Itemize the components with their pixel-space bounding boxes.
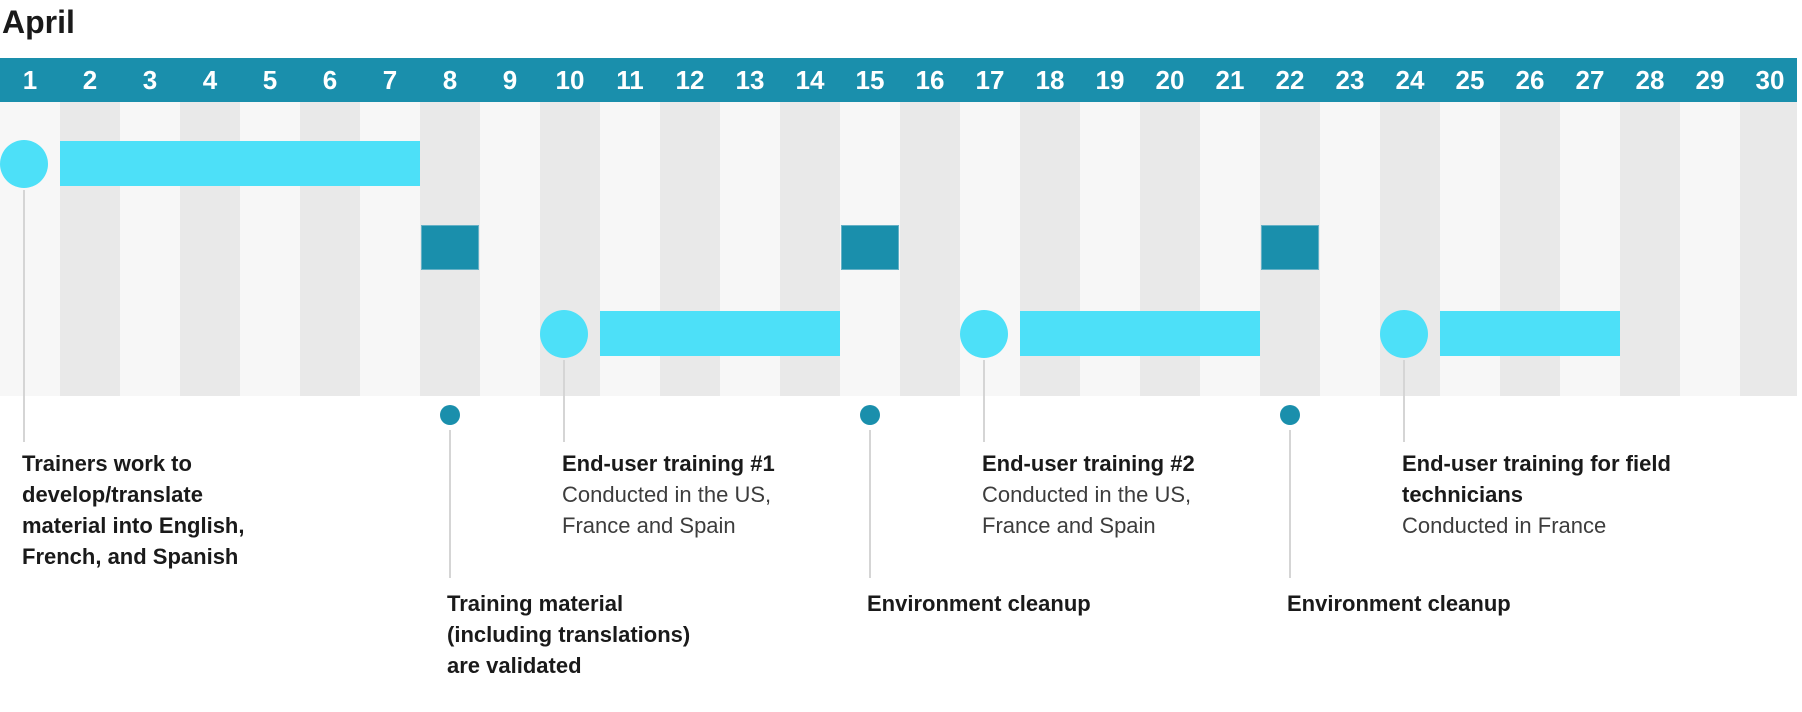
day-label-13: 13 (735, 65, 765, 95)
task-bar-end-user-training-1[interactable] (600, 311, 840, 356)
day-label-12: 12 (675, 65, 705, 95)
milestone-leader-line-training-material-validated (449, 430, 451, 578)
task-label-develop-translate-material-line-4: French, and Spanish (22, 544, 239, 569)
task-label-end-user-training-2: End-user training #2 Conducted in the US,… (982, 448, 1195, 541)
task-label-end-user-training-1: End-user training #1 Conducted in the US,… (562, 448, 775, 541)
timeline-day-header: 1 2 3 4 5 6 7 8 9 10 11 12 13 14 15 16 17 18 19 20 21 22 23 24 2… (0, 58, 1797, 102)
day-label-16: 16 (915, 65, 945, 95)
task-label-end-user-training-field-technicians-line-1: End-user training for field (1402, 451, 1671, 476)
day-label-24: 24 (1395, 65, 1425, 95)
day-label-28: 28 (1635, 65, 1665, 95)
milestone-dot-training-material-validated[interactable] (440, 405, 460, 425)
day-label-29: 29 (1695, 65, 1725, 95)
task-bar-end-user-training-2[interactable] (1020, 311, 1260, 356)
day-label-20: 20 (1155, 65, 1185, 95)
task-label-end-user-training-2-line-1: End-user training #2 (982, 451, 1195, 476)
day-label-18: 18 (1035, 65, 1065, 95)
milestone-marker-environment-cleanup-2[interactable] (1261, 225, 1319, 270)
milestone-dot-environment-cleanup-1[interactable] (860, 405, 880, 425)
task-start-marker-end-user-training-field-technicians[interactable] (1380, 310, 1428, 358)
day-column-30 (1740, 102, 1797, 396)
leader-line-end-user-training-field-technicians (1403, 360, 1405, 442)
milestone-leader-line-environment-cleanup-1 (869, 430, 871, 578)
milestone-label-environment-cleanup-1: Environment cleanup (867, 588, 1091, 619)
day-label-26: 26 (1515, 65, 1545, 95)
day-column-29 (1680, 102, 1740, 396)
day-label-22: 22 (1275, 65, 1305, 95)
task-label-end-user-training-1-line-1: End-user training #1 (562, 451, 775, 476)
day-label-3: 3 (142, 65, 158, 95)
day-label-5: 5 (262, 65, 278, 95)
day-label-17: 17 (975, 65, 1005, 95)
task-label-end-user-training-field-technicians-line-2: technicians (1402, 482, 1524, 507)
milestone-label-training-material-validated-line-3: are validated (447, 653, 582, 678)
task-sublabel-end-user-training-field-technicians-line-1: Conducted in France (1402, 513, 1607, 538)
milestone-label-environment-cleanup-2: Environment cleanup (1287, 588, 1511, 619)
day-label-4: 4 (202, 65, 218, 95)
day-label-8: 8 (442, 65, 458, 95)
milestone-dot-environment-cleanup-2[interactable] (1280, 405, 1300, 425)
day-label-14: 14 (795, 65, 825, 95)
leader-line-end-user-training-2 (983, 360, 985, 442)
milestone-label-environment-cleanup-1-line-1: Environment cleanup (867, 591, 1091, 616)
day-column-28 (1620, 102, 1680, 396)
day-label-15: 15 (855, 65, 885, 95)
milestone-label-training-material-validated-line-1: Training material (447, 591, 624, 616)
day-label-19: 19 (1095, 65, 1125, 95)
day-label-27: 27 (1575, 65, 1605, 95)
milestone-label-training-material-validated: Training material (including translations… (447, 588, 690, 681)
milestone-label-environment-cleanup-2-line-1: Environment cleanup (1287, 591, 1511, 616)
day-label-1: 1 (22, 65, 38, 95)
day-label-30: 30 (1755, 65, 1785, 95)
day-column-9 (480, 102, 540, 396)
milestone-leader-line-environment-cleanup-2 (1289, 430, 1291, 578)
task-label-develop-translate-material-line-2: develop/translate (22, 482, 203, 507)
day-label-10: 10 (555, 65, 585, 95)
day-label-23: 23 (1335, 65, 1365, 95)
milestone-marker-training-material-validated[interactable] (421, 225, 479, 270)
task-label-develop-translate-material-line-3: material into English, (22, 513, 245, 538)
day-label-2: 2 (82, 65, 98, 95)
day-label-11: 11 (616, 65, 644, 95)
task-sublabel-end-user-training-1-line-1: Conducted in the US, (562, 482, 772, 507)
task-label-develop-translate-material: Trainers work to develop/translate materia… (22, 448, 244, 572)
task-label-end-user-training-field-technicians: End-user training for field technicians Co… (1402, 448, 1671, 541)
task-start-marker-end-user-training-2[interactable] (960, 310, 1008, 358)
task-bar-end-user-training-field-technicians[interactable] (1440, 311, 1620, 356)
milestone-marker-environment-cleanup-1[interactable] (841, 225, 899, 270)
day-label-21: 21 (1215, 65, 1245, 95)
month-title: April (2, 4, 75, 40)
task-bar-develop-translate-material[interactable] (60, 141, 420, 186)
day-column-23 (1320, 102, 1380, 396)
task-sublabel-end-user-training-2-line-1: Conducted in the US, (982, 482, 1192, 507)
day-label-25: 25 (1455, 65, 1485, 95)
day-label-6: 6 (322, 65, 338, 95)
day-column-16 (900, 102, 960, 396)
leader-line-develop-translate-material (23, 190, 25, 442)
task-sublabel-end-user-training-1-line-2: France and Spain (562, 513, 736, 538)
task-sublabel-end-user-training-2-line-2: France and Spain (982, 513, 1156, 538)
milestone-label-training-material-validated-line-2: (including translations) (447, 622, 691, 647)
task-start-marker-end-user-training-1[interactable] (540, 310, 588, 358)
leader-line-end-user-training-1 (563, 360, 565, 442)
task-label-develop-translate-material-line-1: Trainers work to (22, 451, 192, 476)
day-label-7: 7 (382, 65, 398, 95)
day-label-9: 9 (502, 65, 518, 95)
task-start-marker-develop-translate-material[interactable] (0, 140, 48, 188)
